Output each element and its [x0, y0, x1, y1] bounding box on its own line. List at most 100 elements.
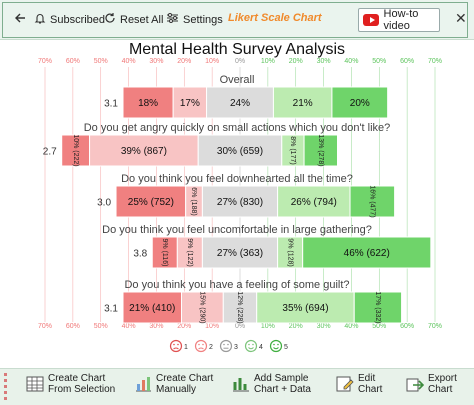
likert-segment	[181, 291, 224, 324]
legend-face-icon	[269, 339, 283, 353]
likert-segment	[331, 86, 389, 119]
legend-face-icon	[244, 339, 258, 353]
create-manual-line1: Create Chart	[156, 373, 214, 384]
tick-label-bottom: 0%	[235, 323, 245, 330]
likert-segment	[277, 236, 304, 269]
tick-label-top: 60%	[66, 58, 80, 65]
subscribed-label: Subscribed	[50, 13, 106, 26]
tick-label-bottom: 50%	[94, 323, 108, 330]
likert-segment	[303, 134, 339, 167]
likert-segment	[115, 185, 187, 218]
segment-label: 20%	[350, 98, 370, 109]
likert-segment	[256, 291, 355, 324]
legend-face-mouth	[248, 347, 254, 350]
reset-icon	[104, 12, 116, 27]
legend-face-icon	[169, 339, 183, 353]
likert-segment	[277, 185, 351, 218]
likert-segment	[172, 86, 208, 119]
segment-label: 26% (794)	[291, 197, 337, 208]
how-to-video-button[interactable]: How-to video	[358, 8, 440, 32]
segment-label: 27% (830)	[217, 197, 263, 208]
legend-label: 2	[209, 344, 213, 351]
likert-segment	[151, 236, 178, 269]
add-sample-chart-button[interactable]: Add Sample Chart + Data	[232, 373, 311, 395]
likert-segment	[272, 86, 333, 119]
settings-button[interactable]: Settings	[166, 12, 223, 27]
likert-segment	[61, 134, 91, 167]
segment-label: 27% (363)	[217, 248, 263, 259]
tick-label-top: 70%	[428, 58, 442, 65]
top-toolbar: Subscribed Reset All Settings Likert Sca…	[0, 0, 474, 40]
tick-label-top: 40%	[344, 58, 358, 65]
likert-segment	[197, 134, 283, 167]
chart-title: Mental Health Survey Analysis	[129, 41, 345, 58]
tick-label-bottom: 10%	[261, 323, 275, 330]
edit-line1: Edit	[358, 373, 376, 384]
tick-label-top: 60%	[400, 58, 414, 65]
tick-label-bottom: 60%	[66, 323, 80, 330]
tick-label-top: 50%	[372, 58, 386, 65]
segment-label: 21%	[293, 98, 313, 109]
tick-label-bottom: 70%	[428, 323, 442, 330]
segment-label: 30% (659)	[217, 146, 263, 157]
segment-label: 18%	[138, 98, 158, 109]
likert-segment	[302, 236, 432, 269]
legend-label: 3	[234, 344, 238, 351]
reset-all-label: Reset All	[120, 13, 164, 26]
export-chart-button[interactable]: Export Chart	[406, 373, 457, 395]
reset-all-button[interactable]: Reset All	[104, 12, 163, 27]
arrow-left-icon	[15, 13, 25, 23]
tick-label-bottom: 40%	[122, 323, 136, 330]
tick-label-bottom: 30%	[149, 323, 163, 330]
legend-face-mouth	[198, 347, 204, 350]
legend-face-mouth	[173, 347, 179, 350]
chart-name-label: Likert Scale Chart	[228, 12, 322, 24]
question-label: Do you think you feel uncomfortable in l…	[102, 224, 372, 236]
close-icon[interactable]: ✕	[455, 10, 467, 26]
legend-face-eye	[223, 343, 225, 346]
tick-label-bottom: 20%	[289, 323, 303, 330]
tick-label-top: 50%	[94, 58, 108, 65]
tick-label-bottom: 20%	[177, 323, 191, 330]
likert-segment	[122, 291, 182, 324]
legend-label: 5	[284, 344, 288, 351]
question-label: Do you think you feel downhearted all th…	[121, 173, 353, 185]
subscribed-button[interactable]: Subscribed	[34, 12, 105, 27]
edit-line2: Chart	[358, 384, 383, 395]
segment-label: 39% (867)	[121, 146, 167, 157]
likert-chart: Mental Health Survey Analysis 70% 70% 60% 60…	[0, 40, 474, 368]
question-label: Do you think you have a feeling of some …	[124, 279, 349, 291]
how-to-video-label: How-to video	[383, 8, 419, 32]
edit-chart-button[interactable]: Edit Chart	[336, 373, 382, 395]
back-button[interactable]	[14, 12, 26, 24]
likert-segment	[176, 236, 203, 269]
likert-segment	[206, 86, 274, 119]
segment-label: 9% (122)	[186, 238, 193, 266]
legend-face-eye	[173, 343, 175, 346]
segment-label: 24%	[230, 98, 250, 109]
create-chart-manually-button[interactable]: Create Chart Manually	[134, 373, 213, 395]
tick-label-top: 30%	[317, 58, 331, 65]
tick-label-bottom: 10%	[205, 323, 219, 330]
segment-label: 9% (128)	[286, 238, 293, 266]
segment-label: 25% (752)	[128, 197, 174, 208]
legend-face-eye	[202, 343, 204, 346]
legend-label: 4	[259, 344, 263, 351]
segment-label: 6% (188)	[190, 187, 197, 215]
segment-label: 46% (622)	[344, 248, 390, 259]
mean-label: 3.8	[133, 249, 147, 260]
segment-label: 10% (222)	[72, 134, 79, 166]
toolbar-frame	[2, 2, 468, 38]
legend-face-mouth	[273, 347, 279, 350]
mean-label: 3.1	[104, 304, 118, 315]
create-chart-from-selection-button[interactable]: Create Chart From Selection	[26, 373, 115, 395]
likert-segment	[122, 86, 174, 119]
export-line1: Export	[428, 373, 457, 384]
likert-segment	[222, 291, 258, 324]
tick-label-bottom: 30%	[317, 323, 331, 330]
question-label: Do you get angry quickly on small action…	[84, 122, 391, 134]
legend-face-icon	[194, 339, 208, 353]
tick-label-top: 40%	[122, 58, 136, 65]
likert-segment	[349, 185, 396, 218]
question-label: Overall	[220, 74, 255, 86]
